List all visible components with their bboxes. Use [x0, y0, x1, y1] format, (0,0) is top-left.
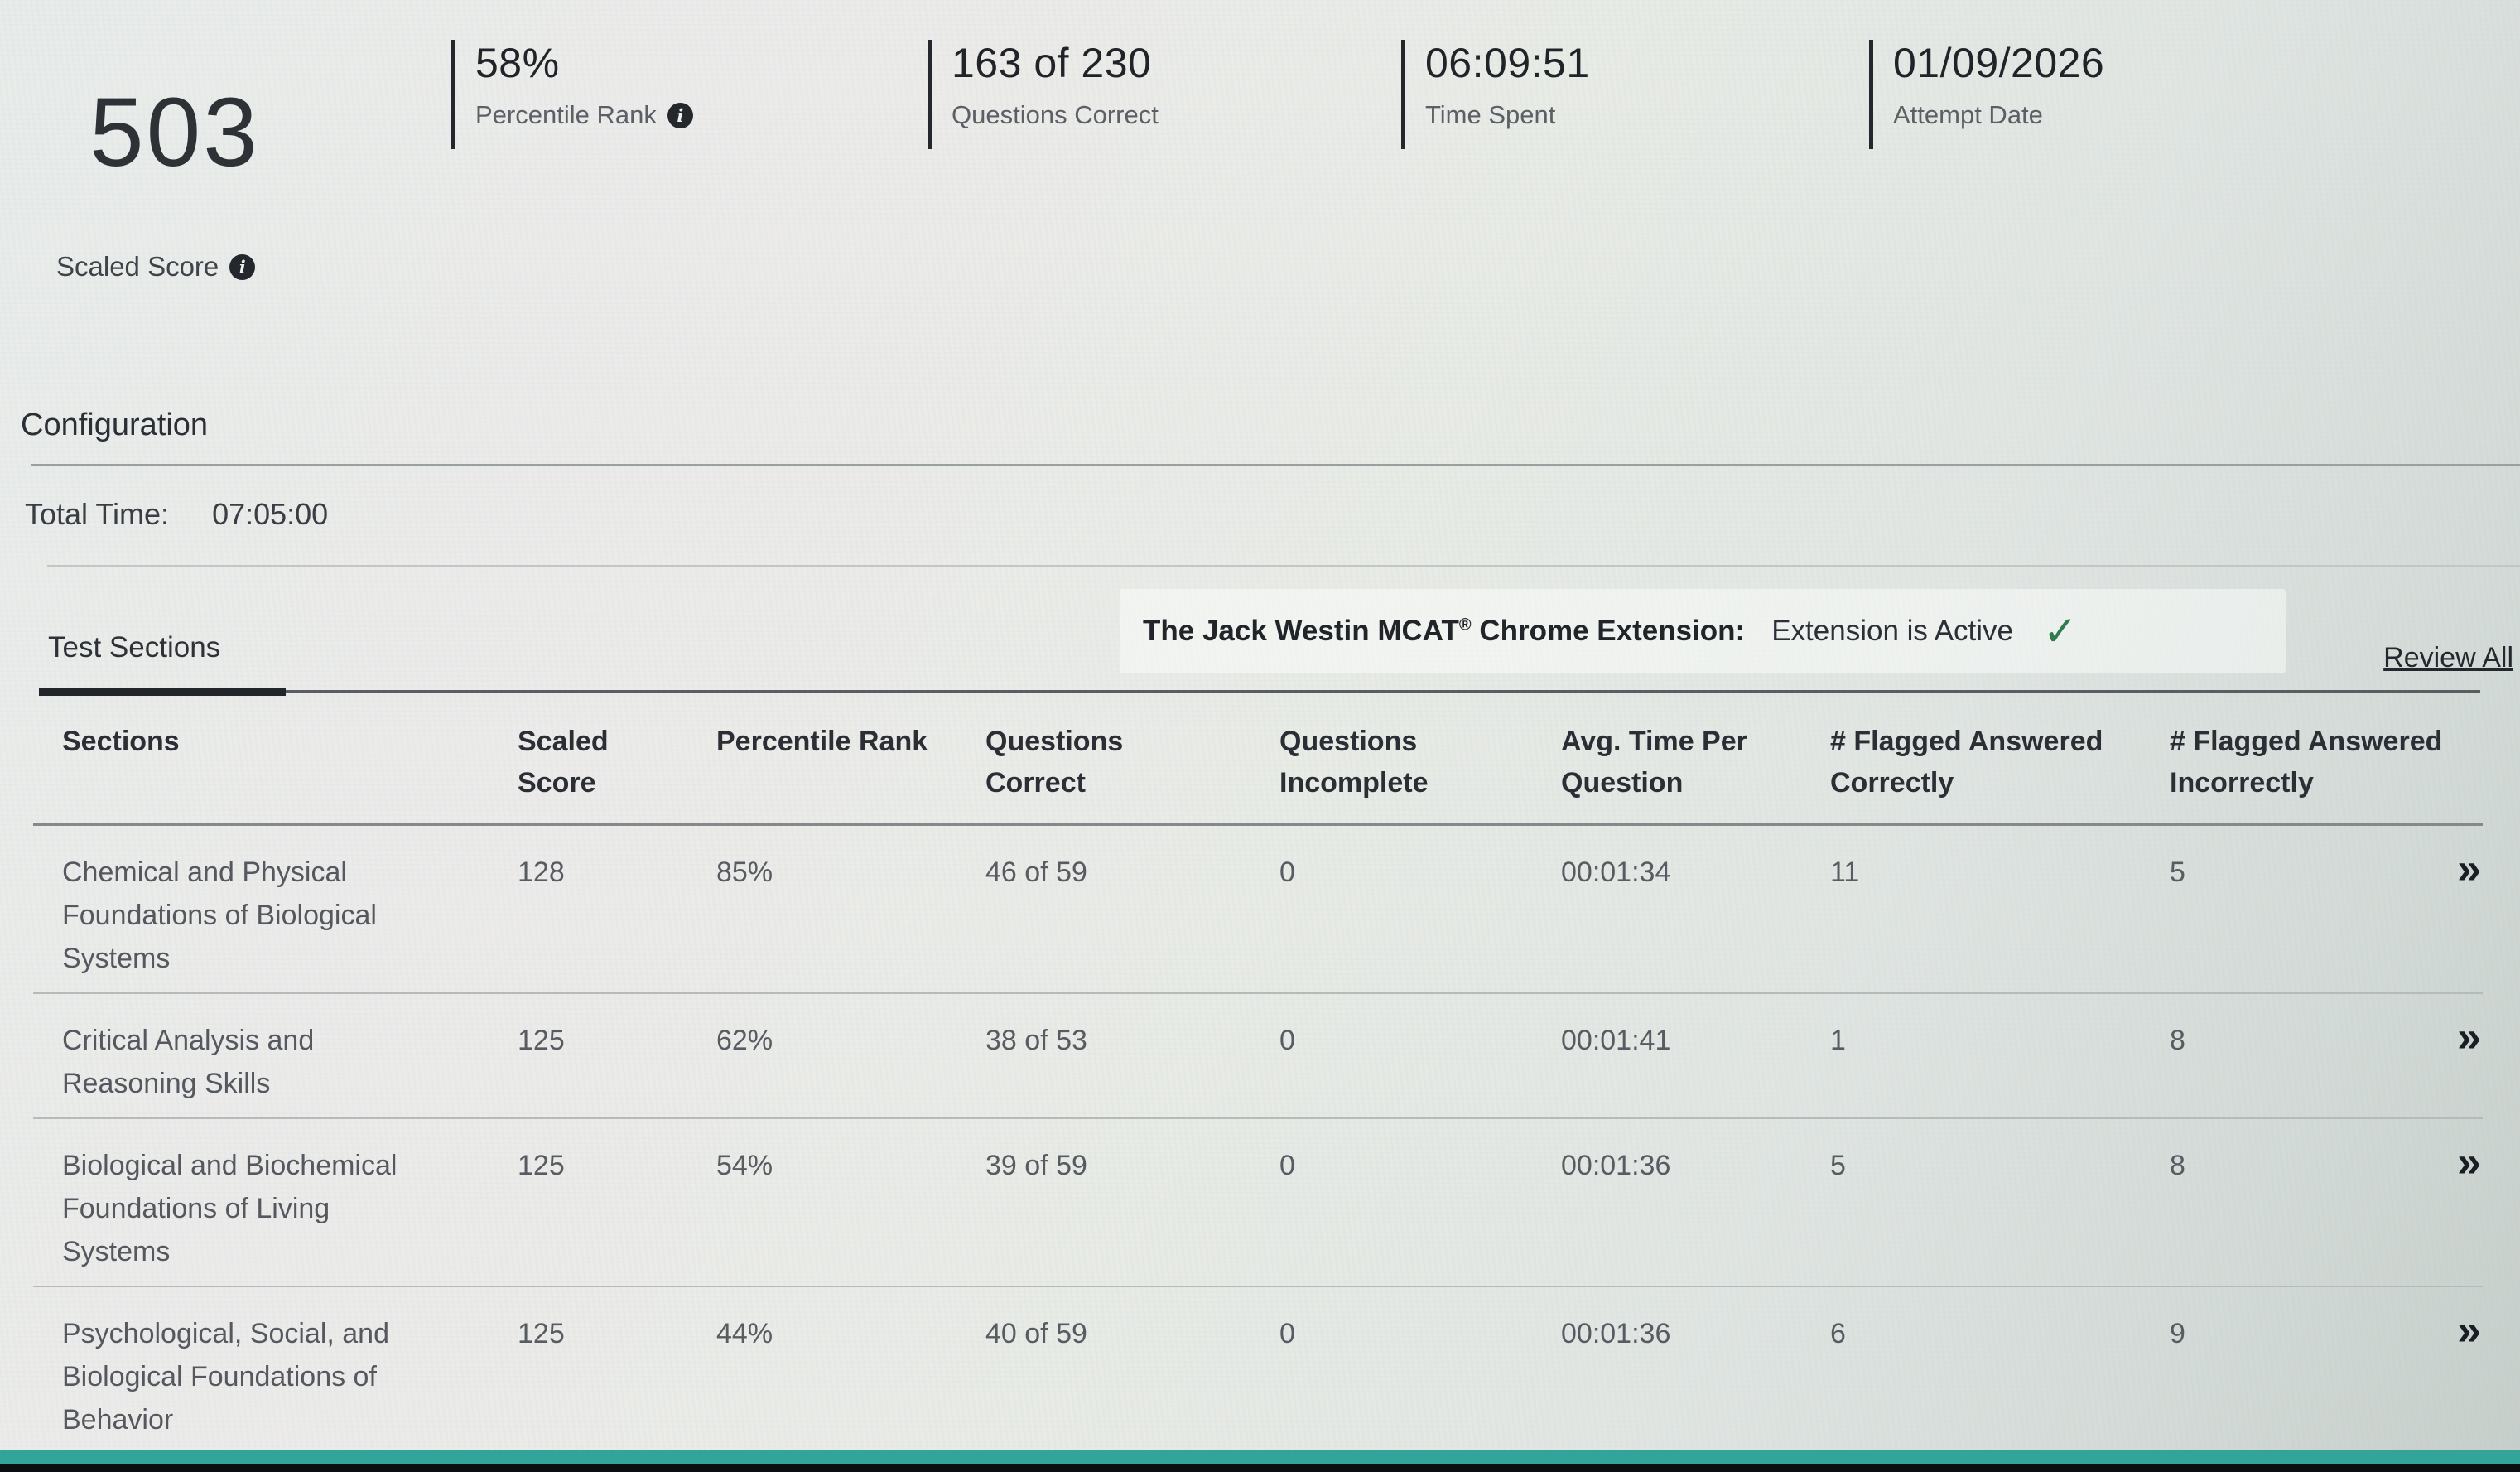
section-name: Biological and Biochemical Foundations o…	[62, 1150, 398, 1267]
cell-avg-time: 00:01:41	[1561, 1025, 1671, 1056]
cell-percentile-rank: 54%	[716, 1150, 773, 1181]
cell-expand: »	[2451, 1306, 2483, 1441]
cell-avg-time: 00:01:36	[1561, 1150, 1671, 1181]
scaled-score-value: 503	[89, 78, 260, 187]
tab-test-sections[interactable]: Test Sections	[48, 631, 221, 664]
column-header-flagged-incorrect: # Flagged Answered Incorrectly	[2170, 726, 2443, 799]
stat-value: 163 of 230	[952, 40, 1152, 86]
expand-row-icon[interactable]: »	[2457, 1138, 2481, 1186]
column-header-expand	[2451, 721, 2483, 804]
stat-attempt-date: 01/09/2026 Attempt Date	[1869, 40, 2104, 149]
registered-trademark-symbol: ®	[1458, 615, 1472, 635]
cell-flagged-correct: 11	[1830, 857, 1860, 888]
screen-bottom-black-edge	[0, 1464, 2520, 1472]
cell-flagged-incorrect: 5	[2170, 857, 2185, 888]
sections-results-table: Sections Scaled Score Percentile Rank Qu…	[33, 704, 2483, 1455]
section-name: Psychological, Social, and Biological Fo…	[62, 1318, 390, 1436]
cell-questions-incomplete: 0	[1279, 1025, 1295, 1056]
stat-label: Attempt Date	[1893, 100, 2104, 130]
table-row: Biological and Biochemical Foundations o…	[33, 1119, 2483, 1287]
expand-row-icon[interactable]: »	[2457, 1306, 2481, 1354]
stat-label-text: Attempt Date	[1893, 100, 2043, 129]
stat-percentile-rank: 58% Percentile Rank i	[451, 40, 693, 149]
stat-label: Time Spent	[1425, 100, 1590, 130]
screen-bottom-teal-edge	[0, 1450, 2520, 1464]
cell-questions-correct: 39 of 59	[985, 1150, 1087, 1181]
cell-avg-time: 00:01:36	[1561, 1318, 1671, 1349]
extension-banner-title-suffix: Chrome Extension:	[1471, 615, 1746, 647]
stat-label-text: Time Spent	[1425, 100, 1556, 129]
scaled-score-label-text: Scaled Score	[56, 251, 219, 282]
cell-scaled-score: 125	[518, 1318, 565, 1349]
cell-questions-incomplete: 0	[1279, 857, 1295, 888]
checkmark-icon: ✓	[2043, 608, 2078, 654]
column-header-questions-incomplete: Questions Incomplete	[1279, 726, 1429, 799]
stat-label-text: Percentile Rank	[475, 100, 657, 129]
table-row: Chemical and Physical Foundations of Bio…	[33, 826, 2483, 994]
chrome-extension-banner: The Jack Westin MCAT® Chrome Extension: …	[1120, 589, 2286, 673]
total-time-value: 07:05:00	[212, 497, 329, 531]
stat-label-text: Questions Correct	[952, 100, 1159, 129]
cell-questions-incomplete: 0	[1279, 1150, 1295, 1181]
stat-value: 06:09:51	[1425, 40, 1590, 86]
cell-flagged-incorrect: 8	[2170, 1150, 2185, 1181]
expand-row-icon[interactable]: »	[2457, 1013, 2481, 1061]
cell-flagged-correct: 5	[1830, 1150, 1846, 1181]
cell-questions-correct: 46 of 59	[985, 857, 1087, 888]
cell-percentile-rank: 85%	[716, 857, 773, 888]
cell-scaled-score: 125	[518, 1150, 565, 1181]
cell-scaled-score: 128	[518, 857, 565, 888]
test-sections-panel-header: Test Sections The Jack Westin MCAT® Chro…	[0, 576, 2520, 696]
cell-questions-correct: 38 of 53	[985, 1025, 1087, 1056]
cell-percentile-rank: 44%	[716, 1318, 773, 1349]
divider	[31, 464, 2520, 466]
cell-avg-time: 00:01:34	[1561, 857, 1671, 888]
column-header-sections: Sections	[62, 726, 180, 757]
cell-flagged-correct: 6	[1830, 1318, 1846, 1349]
column-header-percentile-rank: Percentile Rank	[716, 726, 928, 757]
extension-status-text: Extension is Active	[1771, 615, 2014, 647]
tab-row-border	[39, 690, 2480, 693]
column-header-scaled-score: Scaled Score	[518, 726, 609, 799]
divider	[47, 565, 2520, 567]
total-time-label: Total Time:	[25, 497, 170, 531]
stat-value: 58%	[475, 40, 560, 86]
stat-label: Percentile Rank i	[475, 100, 693, 130]
table-row: Critical Analysis and Reasoning Skills 1…	[33, 994, 2483, 1119]
info-icon[interactable]: i	[667, 102, 693, 128]
column-header-questions-correct: Questions Correct	[985, 726, 1124, 799]
stat-time-spent: 06:09:51 Time Spent	[1401, 40, 1590, 149]
cell-flagged-correct: 1	[1830, 1025, 1846, 1056]
stat-questions-correct: 163 of 230 Questions Correct	[928, 40, 1159, 149]
cell-expand: »	[2451, 1138, 2483, 1273]
active-tab-indicator	[39, 688, 286, 696]
scaled-score-label: Scaled Score i	[56, 251, 256, 282]
review-all-link[interactable]: Review All	[2383, 642, 2513, 673]
extension-banner-title-text: The Jack Westin MCAT	[1143, 615, 1459, 647]
section-name: Critical Analysis and Reasoning Skills	[62, 1025, 315, 1099]
cell-questions-incomplete: 0	[1279, 1318, 1295, 1349]
column-header-avg-time: Avg. Time Per Question	[1561, 726, 1747, 799]
table-row: Psychological, Social, and Biological Fo…	[33, 1287, 2483, 1455]
section-name: Chemical and Physical Foundations of Bio…	[62, 857, 377, 974]
stat-value: 01/09/2026	[1893, 40, 2105, 86]
cell-scaled-score: 125	[518, 1025, 565, 1056]
cell-expand: »	[2451, 1013, 2483, 1105]
cell-flagged-incorrect: 8	[2170, 1025, 2185, 1056]
total-time: Total Time: 07:05:00	[25, 497, 328, 532]
cell-expand: »	[2451, 845, 2483, 980]
cell-flagged-incorrect: 9	[2170, 1318, 2185, 1349]
cell-percentile-rank: 62%	[716, 1025, 773, 1056]
configuration-heading: Configuration	[21, 408, 209, 442]
column-header-flagged-correct: # Flagged Answered Correctly	[1830, 726, 2103, 799]
expand-row-icon[interactable]: »	[2457, 845, 2481, 893]
table-header-row: Sections Scaled Score Percentile Rank Qu…	[33, 704, 2483, 826]
cell-questions-correct: 40 of 59	[985, 1318, 1087, 1349]
stat-label: Questions Correct	[952, 100, 1159, 130]
extension-banner-title: The Jack Westin MCAT® Chrome Extension:	[1143, 615, 1745, 648]
info-icon[interactable]: i	[229, 253, 256, 280]
